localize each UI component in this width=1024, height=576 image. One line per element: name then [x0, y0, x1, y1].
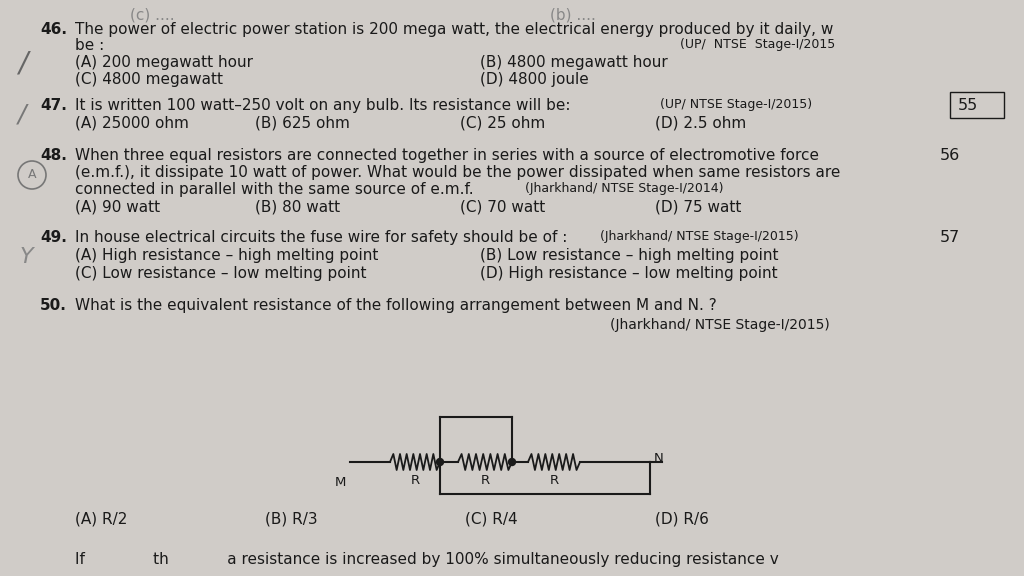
- Text: It is written 100 watt–250 volt on any bulb. Its resistance will be:: It is written 100 watt–250 volt on any b…: [75, 98, 570, 113]
- Text: (e.m.f.), it dissipate 10 watt of power. What would be the power dissipated when: (e.m.f.), it dissipate 10 watt of power.…: [75, 165, 841, 180]
- Text: (UP/ NTSE Stage-I/2015): (UP/ NTSE Stage-I/2015): [660, 98, 812, 111]
- Text: (A) 200 megawatt hour: (A) 200 megawatt hour: [75, 55, 253, 70]
- Text: (D) High resistance – low melting point: (D) High resistance – low melting point: [480, 266, 777, 281]
- Text: M: M: [335, 476, 346, 489]
- Text: (B) 4800 megawatt hour: (B) 4800 megawatt hour: [480, 55, 668, 70]
- Text: 48.: 48.: [40, 148, 67, 163]
- Text: In house electrical circuits the fuse wire for safety should be of :: In house electrical circuits the fuse wi…: [75, 230, 567, 245]
- Text: (C) 4800 megawatt: (C) 4800 megawatt: [75, 72, 223, 87]
- Text: (A) R/2: (A) R/2: [75, 512, 127, 527]
- Text: What is the equivalent resistance of the following arrangement between M and N. : What is the equivalent resistance of the…: [75, 298, 717, 313]
- Text: R: R: [411, 474, 420, 487]
- Text: The power of electric power station is 200 mega watt, the electrical energy prod: The power of electric power station is 2…: [75, 22, 834, 37]
- Text: (C) Low resistance – low melting point: (C) Low resistance – low melting point: [75, 266, 367, 281]
- Text: 57: 57: [940, 230, 961, 245]
- Text: /: /: [18, 50, 28, 78]
- Text: N: N: [654, 452, 664, 464]
- Text: 50.: 50.: [40, 298, 67, 313]
- Text: (UP/  NTSE  Stage-I/2015: (UP/ NTSE Stage-I/2015: [680, 38, 836, 51]
- Text: (Jharkhand/ NTSE Stage-I/2015): (Jharkhand/ NTSE Stage-I/2015): [610, 318, 829, 332]
- Text: be :: be :: [75, 38, 104, 53]
- Text: (D) R/6: (D) R/6: [655, 512, 709, 527]
- Text: A: A: [28, 169, 36, 181]
- Text: R: R: [550, 474, 558, 487]
- Circle shape: [436, 458, 443, 465]
- Text: (A) High resistance – high melting point: (A) High resistance – high melting point: [75, 248, 379, 263]
- Text: 55: 55: [957, 98, 978, 113]
- Circle shape: [509, 458, 515, 465]
- Text: (C) 70 watt: (C) 70 watt: [460, 200, 545, 215]
- Text: Y: Y: [20, 247, 34, 267]
- Text: R: R: [480, 474, 489, 487]
- Text: (C) 25 ohm: (C) 25 ohm: [460, 116, 545, 131]
- Text: When three equal resistors are connected together in series with a source of ele: When three equal resistors are connected…: [75, 148, 819, 163]
- Text: If              th            a resistance is increased by 100% simultaneously r: If th a resistance is increased by 100% …: [75, 552, 778, 567]
- Text: (c) ....: (c) ....: [130, 8, 175, 23]
- Text: (Jharkhand/ NTSE Stage-I/2015): (Jharkhand/ NTSE Stage-I/2015): [600, 230, 799, 243]
- Text: 47.: 47.: [40, 98, 67, 113]
- Text: (B) 625 ohm: (B) 625 ohm: [255, 116, 350, 131]
- Text: (B) R/3: (B) R/3: [265, 512, 317, 527]
- Text: (B) 80 watt: (B) 80 watt: [255, 200, 340, 215]
- Text: (A) 90 watt: (A) 90 watt: [75, 200, 160, 215]
- Text: (b) ....: (b) ....: [550, 8, 596, 23]
- Text: 46.: 46.: [40, 22, 67, 37]
- FancyBboxPatch shape: [950, 92, 1004, 118]
- Text: (D) 75 watt: (D) 75 watt: [655, 200, 741, 215]
- Text: 49.: 49.: [40, 230, 67, 245]
- Text: connected in parallel with the same source of e.m.f.: connected in parallel with the same sour…: [75, 182, 474, 197]
- Text: (D) 4800 joule: (D) 4800 joule: [480, 72, 589, 87]
- Text: (D) 2.5 ohm: (D) 2.5 ohm: [655, 116, 746, 131]
- Text: (Jharkhand/ NTSE Stage-I/2014): (Jharkhand/ NTSE Stage-I/2014): [525, 182, 724, 195]
- Text: (A) 25000 ohm: (A) 25000 ohm: [75, 116, 188, 131]
- Text: (B) Low resistance – high melting point: (B) Low resistance – high melting point: [480, 248, 778, 263]
- Text: (C) R/4: (C) R/4: [465, 512, 517, 527]
- Text: 56: 56: [940, 148, 961, 163]
- Text: /: /: [18, 103, 27, 127]
